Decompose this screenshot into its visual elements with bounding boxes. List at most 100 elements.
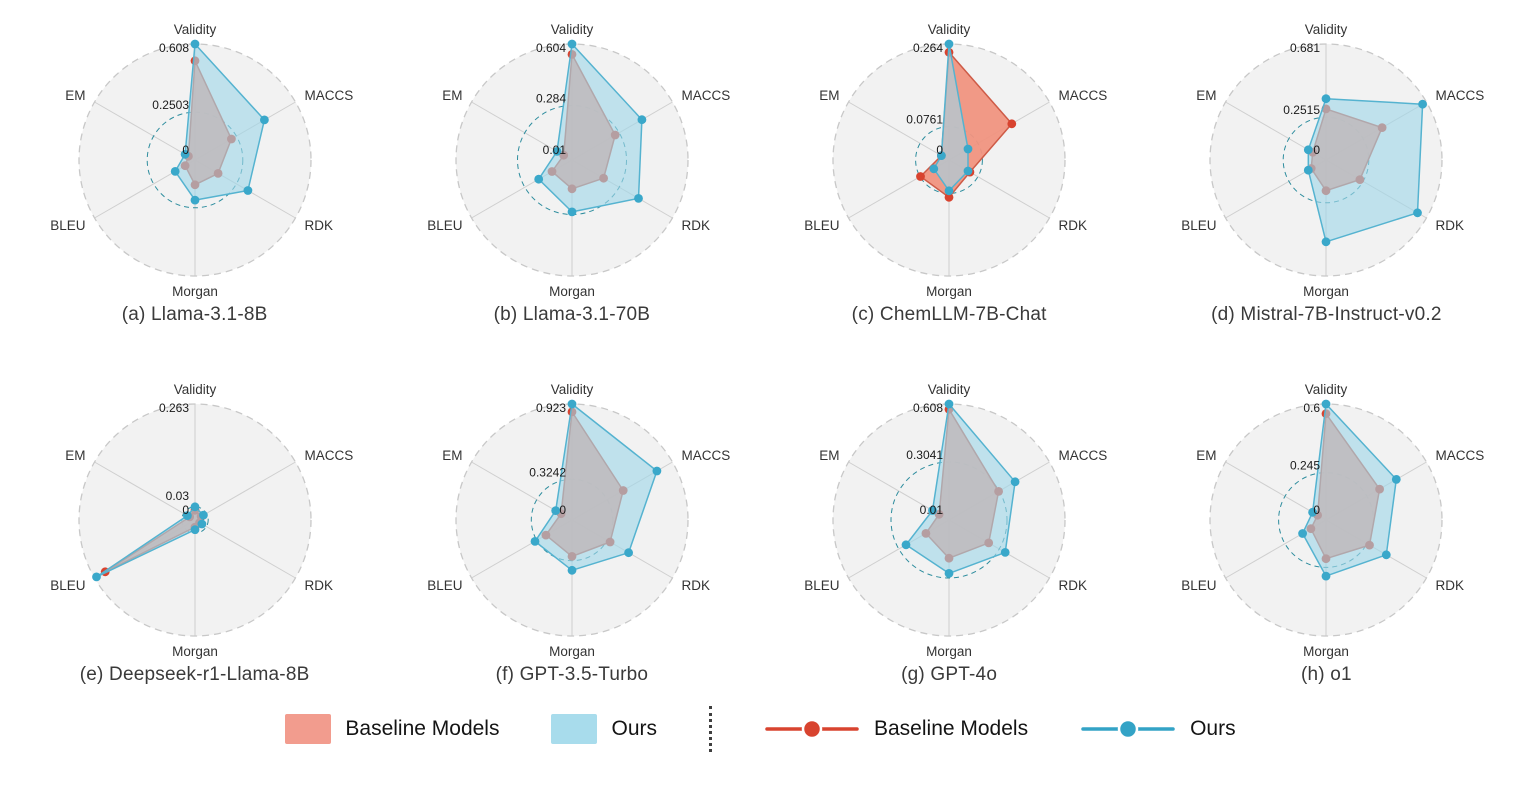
radial-tick-label: 0.264	[913, 41, 943, 55]
axis-label-validity: Validity	[928, 22, 971, 37]
radial-tick-label: 0	[936, 143, 943, 157]
radar-point-ours	[190, 525, 200, 535]
axis-label-rdk: RDK	[1436, 218, 1465, 233]
axis-label-bleu: BLEU	[427, 578, 462, 593]
axis-label-validity: Validity	[1305, 22, 1348, 37]
legend-item-baseline-area: Baseline Models	[285, 714, 499, 744]
radar-point-ours	[180, 149, 190, 159]
axis-label-em: EM	[819, 448, 839, 463]
radar-point-ours	[1010, 477, 1020, 487]
radar-point-ours	[944, 186, 954, 196]
chart-caption: (f) GPT-3.5-Turbo	[495, 664, 649, 685]
radial-tick-label: 0.6	[1304, 401, 1321, 415]
chart-caption: (d) Mistral-7B-Instruct-v0.2	[1211, 304, 1442, 325]
axis-label-em: EM	[442, 88, 462, 103]
axis-label-maccs: MACCS	[1436, 88, 1485, 103]
axis-label-rdk: RDK	[304, 578, 333, 593]
radar-chart: 0.264 0.0761 0 Validity MACCS RDK Morgan BLEU EM	[763, 4, 1135, 304]
radar-point-baseline	[1007, 119, 1017, 129]
radar-point-ours	[551, 506, 560, 515]
radar-point-baseline	[916, 172, 926, 181]
radar-point-ours	[1392, 475, 1402, 484]
radial-tick-label: 0.681	[1290, 41, 1320, 55]
radar-chart-cell: 0.923 0.3242 0 Validity MACCS RDK Morgan BLEU EM…	[383, 364, 760, 686]
axis-label-em: EM	[1197, 448, 1217, 463]
radar-point-ours	[1413, 208, 1423, 218]
axis-label-rdk: RDK	[681, 218, 710, 233]
legend-label-ours-line: Ours	[1190, 717, 1236, 740]
radar-chart-cell: 0.264 0.0761 0 Validity MACCS RDK Morgan BLEU EM…	[761, 4, 1138, 326]
radar-chart: 0.923 0.3242 0 Validity MACCS RDK Morgan BLEU EM	[386, 364, 758, 664]
axis-label-bleu: BLEU	[804, 218, 839, 233]
axis-label-rdk: RDK	[1436, 578, 1465, 593]
radar-chart-cell: 0.681 0.2515 0 Validity MACCS RDK Morgan BLEU EM…	[1138, 4, 1515, 326]
radar-chart-cell: 0.604 0.284 0.01 Validity MACCS RDK Morgan BLEU…	[383, 4, 760, 326]
radar-point-ours	[190, 195, 200, 205]
axis-label-bleu: BLEU	[804, 578, 839, 593]
axis-label-em: EM	[1197, 88, 1217, 103]
chart-caption: (e) Deepseek-r1-Llama-8B	[79, 664, 310, 685]
axis-label-morgan: Morgan	[172, 644, 218, 659]
radial-tick-label: 0.608	[159, 41, 189, 55]
axis-label-maccs: MACCS	[304, 448, 353, 463]
radial-tick-label: 0.2503	[152, 98, 189, 112]
axis-label-morgan: Morgan	[926, 284, 972, 299]
radar-point-ours	[1304, 165, 1314, 175]
radar-point-ours	[637, 115, 647, 125]
radar-point-ours	[197, 519, 206, 529]
axis-label-bleu: BLEU	[1182, 578, 1217, 593]
axis-label-morgan: Morgan	[926, 644, 972, 659]
radar-point-ours	[633, 194, 643, 203]
radar-chart-cell: 0.263 0.03 0 Validity MACCS RDK Morgan BLEU EM (…	[6, 364, 383, 686]
baseline-area-swatch	[285, 714, 332, 744]
radar-point-ours	[190, 502, 200, 512]
radar-chart: 0.681 0.2515 0 Validity MACCS RDK Morgan BLEU EM	[1140, 4, 1512, 304]
axis-label-maccs: MACCS	[681, 448, 730, 463]
axis-label-bleu: BLEU	[50, 578, 85, 593]
chart-caption: (a) Llama-3.1-8B	[121, 304, 268, 325]
legend-dot	[801, 718, 823, 740]
line-marker-svg	[765, 718, 859, 740]
axis-label-rdk: RDK	[1059, 218, 1088, 233]
axis-label-em: EM	[65, 88, 85, 103]
radial-tick-label: 0.01	[543, 143, 567, 157]
axis-label-em: EM	[819, 88, 839, 103]
radar-point-ours	[530, 537, 540, 546]
radar-spoke	[93, 461, 195, 521]
radar-svg: 0.608 0.3041 0.01 Validity MACCS RDK Morgan BLE…	[804, 382, 1108, 659]
radar-point-ours	[190, 39, 200, 49]
radar-point-ours	[1418, 99, 1428, 109]
radar-chart: 0.263 0.03 0 Validity MACCS RDK Morgan BLEU EM	[9, 364, 381, 664]
axis-label-maccs: MACCS	[1059, 448, 1108, 463]
radar-point-ours	[937, 151, 946, 161]
radar-outer-circle	[77, 403, 312, 637]
radar-point-ours	[567, 39, 577, 49]
axis-label-morgan: Morgan	[1303, 644, 1349, 659]
ours-area-swatch	[551, 714, 598, 744]
axis-label-validity: Validity	[173, 382, 216, 397]
axis-label-rdk: RDK	[1059, 578, 1088, 593]
radial-tick-label: 0.263	[159, 401, 189, 415]
axis-label-validity: Validity	[928, 382, 971, 397]
radar-svg: 0.6 0.245 0 Validity MACCS RDK Morgan BLEU EM	[1182, 382, 1485, 659]
radial-tick-label: 0.01	[920, 503, 944, 517]
axis-label-bleu: BLEU	[427, 218, 462, 233]
line-marker-svg	[1081, 718, 1175, 740]
radar-point-ours	[567, 399, 577, 409]
axis-label-maccs: MACCS	[1436, 448, 1485, 463]
radar-point-ours	[944, 399, 954, 409]
radar-point-ours	[1308, 507, 1318, 517]
radial-tick-label: 0.03	[165, 489, 189, 503]
radar-svg: 0.681 0.2515 0 Validity MACCS RDK Morgan BLEU EM	[1182, 22, 1485, 299]
axis-label-bleu: BLEU	[50, 218, 85, 233]
radial-tick-label: 0.604	[536, 41, 566, 55]
radar-chart: 0.604 0.284 0.01 Validity MACCS RDK Morgan BLEU…	[386, 4, 758, 304]
chart-caption: (h) o1	[1300, 664, 1352, 685]
radial-tick-label: 0.284	[536, 92, 566, 106]
radar-point-ours	[963, 144, 973, 154]
legend-dot	[1117, 718, 1139, 740]
chart-caption: (g) GPT-4o	[901, 664, 998, 685]
ours-line-marker	[1080, 712, 1176, 746]
radial-tick-label: 0.3242	[529, 465, 566, 479]
radar-spoke	[848, 101, 950, 161]
